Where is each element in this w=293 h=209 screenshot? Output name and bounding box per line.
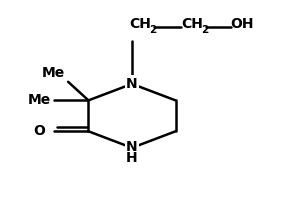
Text: OH: OH (231, 17, 254, 31)
Text: 2: 2 (201, 25, 208, 35)
Text: N: N (126, 77, 138, 91)
Text: Me: Me (28, 93, 51, 107)
Text: CH: CH (181, 17, 203, 31)
Text: O: O (33, 124, 45, 138)
Text: H: H (126, 151, 138, 165)
Text: Me: Me (42, 66, 65, 80)
Text: N: N (126, 140, 138, 154)
Text: 2: 2 (149, 25, 156, 35)
Text: CH: CH (129, 17, 151, 31)
